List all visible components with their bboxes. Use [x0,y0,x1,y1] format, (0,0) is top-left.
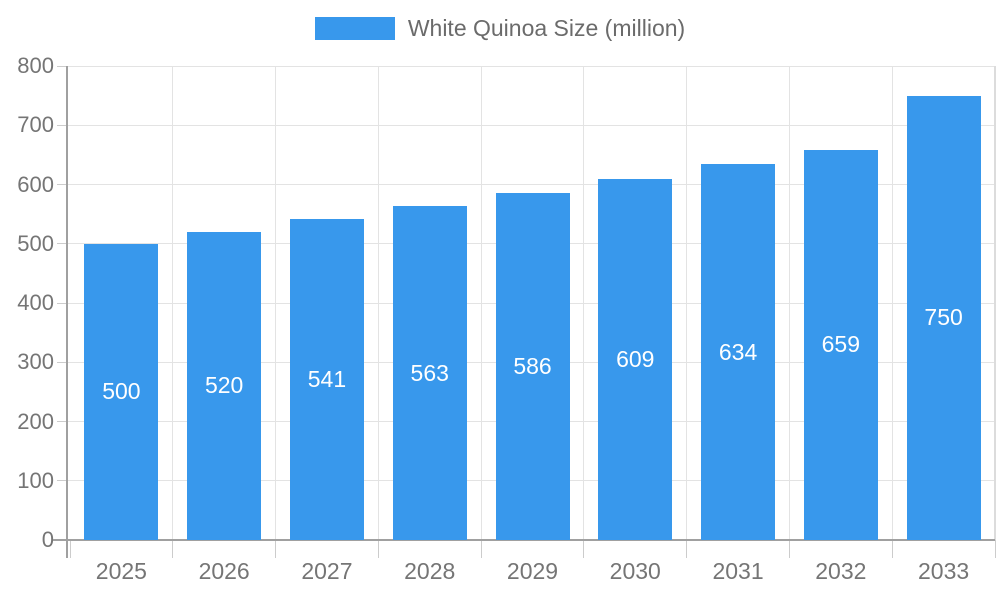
plot-right-border [994,66,996,540]
y-axis-label: 700 [17,112,54,138]
gridline-vertical [788,66,790,540]
x-axis-tick [994,540,996,558]
y-axis-label: 800 [17,53,54,78]
x-axis-tick [583,540,585,558]
bar[interactable]: 634 [701,164,776,540]
y-axis-tick [57,243,67,245]
x-axis-label: 2026 [198,558,250,584]
bar-value-label: 659 [821,331,861,358]
y-axis-label: 300 [17,349,54,375]
y-axis-label: 0 [41,527,54,552]
x-axis-tick [275,540,277,558]
bar-value-label: 634 [718,338,758,365]
gridline-vertical [480,66,482,540]
x-axis-label: 2032 [815,558,867,584]
x-axis-label: 2027 [301,558,353,584]
bar[interactable]: 750 [906,95,981,540]
bar[interactable]: 500 [84,243,159,540]
x-axis-tick [172,540,174,558]
gridline-horizontal [67,184,995,185]
gridline-horizontal [67,124,995,126]
gridline-vertical [891,66,893,540]
gridline-horizontal [67,65,995,67]
x-axis-tick [788,540,790,558]
y-axis-line [66,66,68,558]
y-axis-label: 100 [17,467,54,493]
y-axis-label: 500 [17,230,54,256]
bar[interactable]: 659 [803,149,878,540]
y-axis-label: 400 [17,290,54,315]
x-axis-baseline [53,539,995,541]
x-axis-tick [377,540,379,558]
x-axis-label: 2033 [918,558,970,584]
y-axis-tick [57,184,67,185]
x-axis-label: 2030 [609,558,661,584]
x-axis-tick [480,540,482,558]
bar-value-label: 500 [102,378,141,405]
x-axis-tick [686,540,688,558]
legend-swatch [314,17,395,40]
gridline-vertical [686,66,688,540]
x-axis-label: 2029 [506,558,559,584]
gridline-vertical [583,66,585,540]
x-axis-label: 2031 [712,558,764,584]
bar-value-label: 541 [307,366,347,393]
y-axis-tick [57,361,67,363]
y-axis-tick [57,302,67,304]
gridline-vertical [377,66,379,540]
bar[interactable]: 541 [289,219,364,540]
gridline-vertical [275,66,277,540]
bar-value-label: 750 [924,304,963,331]
bar-value-label: 520 [204,372,244,399]
legend: White Quinoa Size (million) [0,17,1000,40]
bar-value-label: 563 [410,359,449,386]
legend-label: White Quinoa Size (million) [407,15,686,41]
x-axis-label: 2025 [95,558,147,584]
y-axis-tick [57,65,67,67]
y-axis-label: 200 [17,408,54,434]
gridline-vertical [172,66,174,540]
bar[interactable]: 586 [495,192,570,540]
y-axis-tick [57,124,67,126]
y-axis-tick [57,421,67,422]
y-axis-label: 600 [17,171,54,197]
x-axis-tick [69,540,71,558]
x-axis-tick [891,540,893,558]
bar-value-label: 586 [513,352,552,379]
bar[interactable]: 609 [598,179,673,540]
bar-value-label: 609 [616,346,655,373]
bar[interactable]: 563 [392,206,467,540]
x-axis-label: 2028 [404,558,456,584]
bar[interactable]: 520 [187,231,262,540]
y-axis-tick [57,480,67,482]
